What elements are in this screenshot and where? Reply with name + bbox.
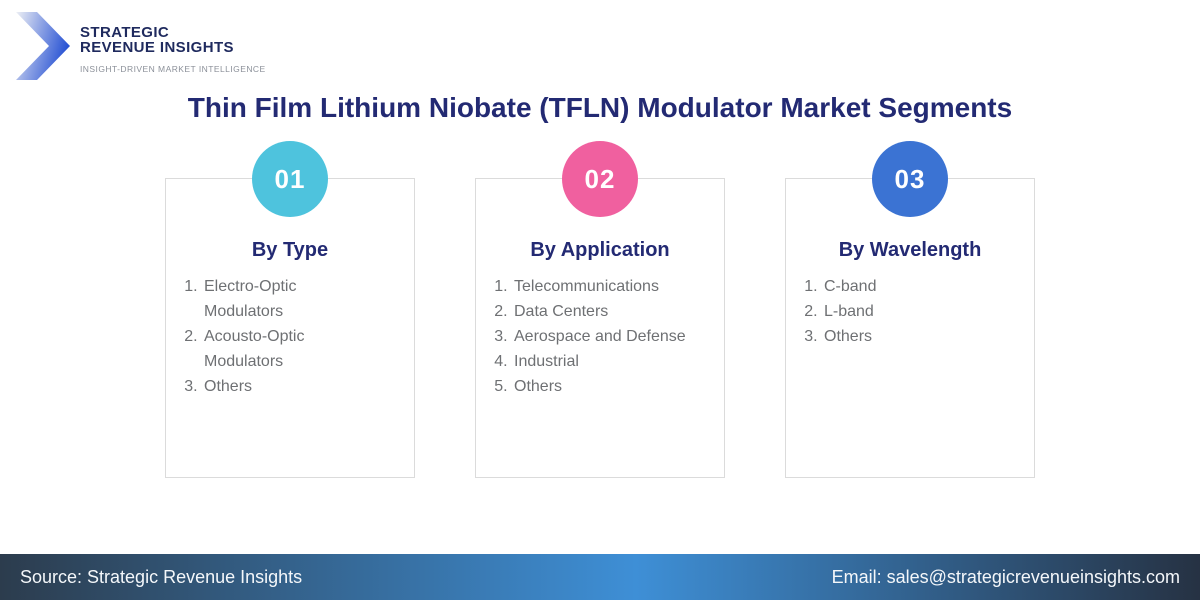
list-item: C-band <box>822 274 1026 299</box>
page-title: Thin Film Lithium Niobate (TFLN) Modulat… <box>187 92 1013 123</box>
list-item: L-band <box>822 299 1026 324</box>
footer-bar: Source: Strategic Revenue Insights Email… <box>0 554 1200 600</box>
list-item: Aerospace and Defense <box>512 324 716 349</box>
footer-source-text: Source: Strategic Revenue Insights <box>20 566 303 587</box>
list-item: Data Centers <box>512 299 716 324</box>
list-item: Others <box>202 374 406 399</box>
segment-list-by-application: Telecommunications Data Centers Aerospac… <box>476 274 724 399</box>
segment-heading-by-application: By Application <box>530 239 670 261</box>
segment-card-by-wavelength: 03 By Wavelength C-band L-band Others <box>785 141 1035 478</box>
list-item: Others <box>512 374 716 399</box>
segment-list-by-type: Electro-Optic Modulators Acousto-Optic M… <box>166 274 414 399</box>
footer-email-text: Email: sales@strategicrevenueinsights.co… <box>831 566 1180 587</box>
segment-number-badge-02: 02 <box>562 141 638 217</box>
segment-heading-by-wavelength: By Wavelength <box>838 239 982 261</box>
brand-text-block: STRATEGIC REVENUE INSIGHTS INSIGHT-DRIVE… <box>80 12 266 74</box>
segment-list-by-wavelength: C-band L-band Others <box>786 274 1034 349</box>
segment-number-badge-01: 01 <box>252 141 328 217</box>
segment-cards-row: 01 By Type Electro-Optic Modulators Acou… <box>165 141 1035 478</box>
brand-name-line1: STRATEGIC <box>80 24 170 41</box>
segment-card-by-type: 01 By Type Electro-Optic Modulators Acou… <box>165 141 415 478</box>
segment-heading-by-type: By Type <box>251 239 329 261</box>
list-item: Telecommunications <box>512 274 716 299</box>
list-item: Industrial <box>512 349 716 374</box>
segment-number-badge-03: 03 <box>872 141 948 217</box>
segment-card-by-application: 02 By Application Telecommunications Dat… <box>475 141 725 478</box>
brand-name-line2: REVENUE INSIGHTS <box>80 39 234 56</box>
brand-logo: STRATEGIC REVENUE INSIGHTS INSIGHT-DRIVE… <box>16 12 266 80</box>
list-item: Electro-Optic Modulators <box>202 274 406 324</box>
brand-tagline: INSIGHT-DRIVEN MARKET INTELLIGENCE <box>80 64 266 74</box>
list-item: Acousto-Optic Modulators <box>202 324 406 374</box>
brand-name: STRATEGIC REVENUE INSIGHTS <box>80 25 266 55</box>
brand-chevron-right-icon <box>16 12 70 80</box>
list-item: Others <box>822 324 1026 349</box>
